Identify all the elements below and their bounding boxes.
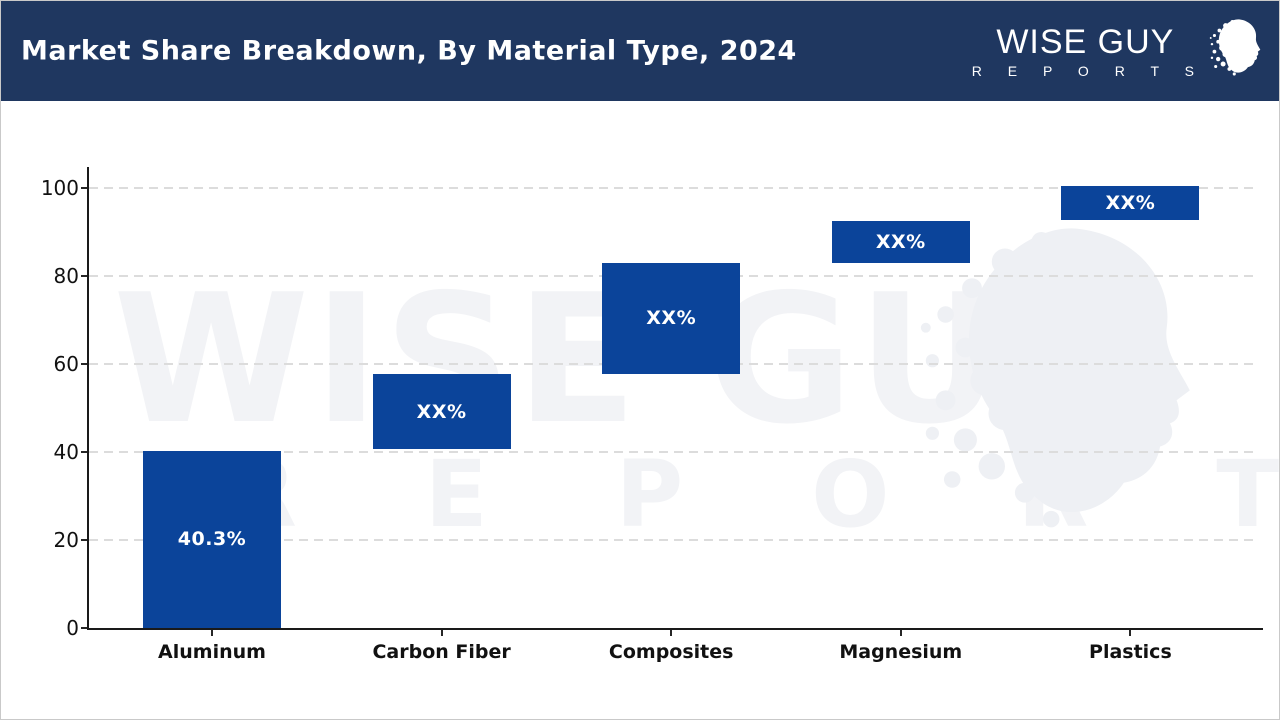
x-axis-label: Composites <box>608 641 734 663</box>
y-axis-spine <box>87 167 89 630</box>
bar-composites: XX% <box>602 262 741 375</box>
y-tick-mark <box>81 187 89 189</box>
y-tick-label: 60 <box>53 352 79 376</box>
wiseguy-head-icon <box>1209 19 1261 76</box>
logo-wordmark: WISE GUY <box>996 23 1175 61</box>
bar-value-label: XX% <box>646 307 697 330</box>
y-tick-mark <box>81 363 89 365</box>
bar-magnesium: XX% <box>831 221 970 263</box>
y-tick-mark <box>81 539 89 541</box>
bar-aluminum: 40.3% <box>143 450 281 628</box>
x-tick-mark <box>440 629 443 636</box>
page-title: Market Share Breakdown, By Material Type… <box>21 35 797 67</box>
gridline-100 <box>89 187 1256 189</box>
y-tick-mark <box>81 275 89 277</box>
wiseguy-logo: WISE GUY R E P O R T S <box>966 9 1269 93</box>
x-tick-mark <box>1129 629 1132 636</box>
y-tick-label: 0 <box>66 616 79 640</box>
bar-value-label: 40.3% <box>177 528 247 551</box>
x-axis-label: Magnesium <box>839 641 963 663</box>
x-axis-spine <box>87 628 1263 630</box>
y-tick-mark <box>81 451 89 453</box>
y-tick-mark <box>81 627 89 629</box>
bar-carbon-fiber: XX% <box>372 374 511 449</box>
bar-plastics: XX% <box>1061 186 1200 221</box>
y-tick-label: 40 <box>53 440 79 464</box>
bar-value-label: XX% <box>1105 192 1156 215</box>
y-tick-label: 80 <box>53 264 79 288</box>
bar-value-label: XX% <box>875 230 926 253</box>
x-axis-label: Plastics <box>1089 641 1172 663</box>
x-axis-label: Carbon Fiber <box>372 641 511 663</box>
wiseguy-logo-text: WISE GUY R E P O R T S <box>966 23 1205 79</box>
x-tick-mark <box>899 629 902 636</box>
logo-subtitle: R E P O R T S <box>971 63 1205 79</box>
x-tick-mark <box>211 629 213 636</box>
x-tick-mark <box>670 629 673 636</box>
y-tick-label: 100 <box>40 176 79 200</box>
x-axis-label: Aluminum <box>158 641 266 663</box>
gridline-20 <box>89 539 1256 541</box>
watermark-head-icon <box>920 228 1190 528</box>
gridline-40 <box>89 451 1256 453</box>
y-tick-label: 20 <box>53 528 79 552</box>
bar-value-label: XX% <box>416 400 467 423</box>
header-band: Market Share Breakdown, By Material Type… <box>1 1 1279 101</box>
